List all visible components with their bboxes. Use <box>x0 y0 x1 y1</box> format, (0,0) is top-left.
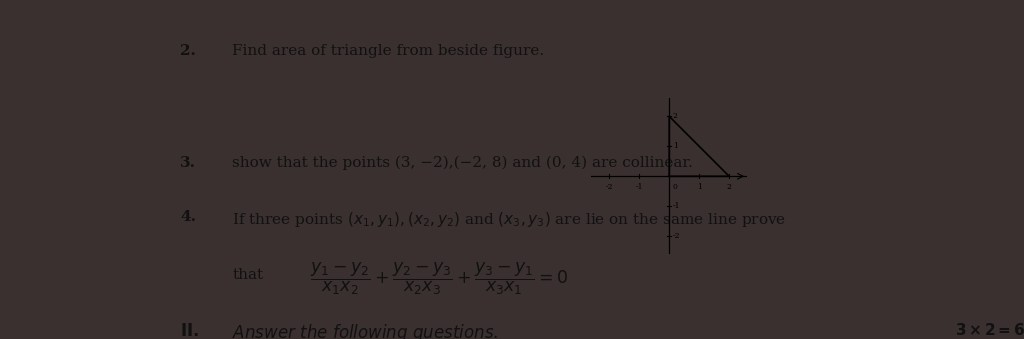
Text: 2.: 2. <box>180 44 197 58</box>
Text: $\dfrac{y_1 - y_2}{x_1 x_2} + \dfrac{y_2 - y_3}{x_2 x_3} + \dfrac{y_3 - y_1}{x_3: $\dfrac{y_1 - y_2}{x_1 x_2} + \dfrac{y_2… <box>310 261 568 297</box>
Text: 1: 1 <box>673 142 678 150</box>
Text: -2: -2 <box>605 183 613 191</box>
Text: 3.: 3. <box>180 156 197 170</box>
Text: -2: -2 <box>673 232 680 240</box>
Text: 2: 2 <box>673 112 678 120</box>
Text: 0: 0 <box>673 183 678 191</box>
Text: that: that <box>232 268 263 282</box>
Text: Find area of triangle from beside figure.: Find area of triangle from beside figure… <box>232 44 545 58</box>
Text: 4.: 4. <box>180 210 197 224</box>
Text: -1: -1 <box>673 202 680 210</box>
Text: $\mathbf{\mathit{Answer\ the\ following\ questions.}}$: $\mathbf{\mathit{Answer\ the\ following\… <box>232 322 499 339</box>
Text: -1: -1 <box>636 183 643 191</box>
Text: 1: 1 <box>696 183 701 191</box>
Text: 2: 2 <box>727 183 731 191</box>
Text: If three points $(x_1, y_1),(x_2, y_2)$ and $(x_3, y_3)$ are lie on the same lin: If three points $(x_1, y_1),(x_2, y_2)$ … <box>232 210 786 229</box>
Text: show that the points (3, −2),(−2, 8) and (0, 4) are collinear.: show that the points (3, −2),(−2, 8) and… <box>232 156 693 170</box>
Text: $\mathbf{3 \times 2 = 6M}$: $\mathbf{3 \times 2 = 6M}$ <box>954 322 1024 338</box>
Text: $\mathit{\mathbf{II.}}$: $\mathit{\mathbf{II.}}$ <box>180 322 200 339</box>
